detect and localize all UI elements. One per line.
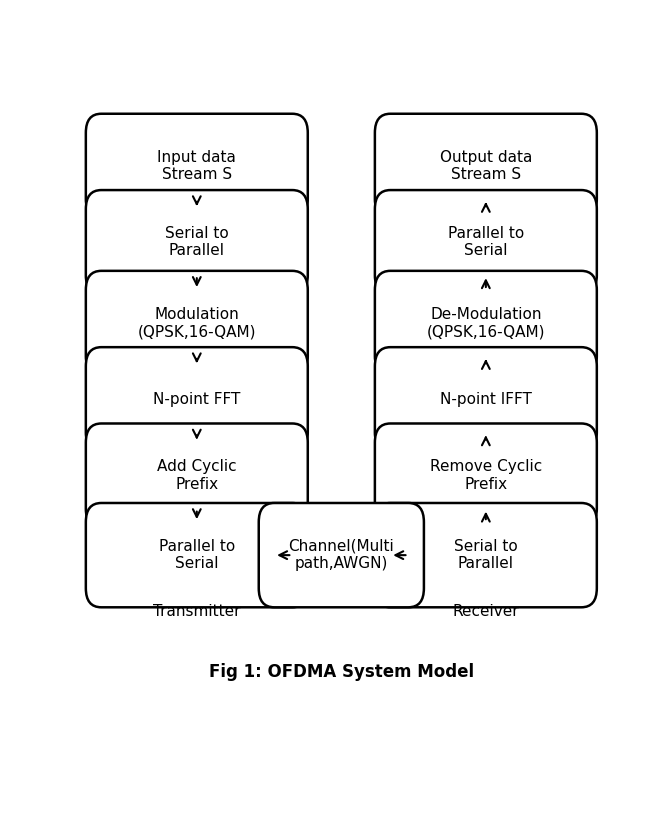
Text: Receiver: Receiver [452,604,519,619]
Text: N-point IFFT: N-point IFFT [440,392,531,407]
Text: Serial to
Parallel: Serial to Parallel [165,226,228,259]
Text: Add Cyclic
Prefix: Add Cyclic Prefix [157,459,236,491]
FancyBboxPatch shape [86,424,308,528]
Text: Transmitter: Transmitter [153,604,240,619]
Text: N-point FFT: N-point FFT [153,392,240,407]
FancyBboxPatch shape [86,347,308,452]
FancyBboxPatch shape [375,347,597,452]
FancyBboxPatch shape [375,503,597,607]
Text: Parallel to
Serial: Parallel to Serial [159,539,235,572]
Text: Remove Cyclic
Prefix: Remove Cyclic Prefix [430,459,542,491]
Text: Input data
Stream S: Input data Stream S [157,150,236,182]
Text: Fig 1: OFDMA System Model: Fig 1: OFDMA System Model [208,662,474,681]
FancyBboxPatch shape [86,114,308,218]
Text: Channel(Multi
path,AWGN): Channel(Multi path,AWGN) [288,539,394,572]
Text: Serial to
Parallel: Serial to Parallel [454,539,517,572]
FancyBboxPatch shape [258,503,424,607]
Text: De-Modulation
(QPSK,16-QAM): De-Modulation (QPSK,16-QAM) [427,306,545,339]
FancyBboxPatch shape [86,190,308,294]
FancyBboxPatch shape [375,424,597,528]
FancyBboxPatch shape [86,503,308,607]
Text: Modulation
(QPSK,16-QAM): Modulation (QPSK,16-QAM) [138,306,256,339]
FancyBboxPatch shape [375,271,597,375]
FancyBboxPatch shape [375,114,597,218]
Text: Parallel to
Serial: Parallel to Serial [448,226,524,259]
FancyBboxPatch shape [375,190,597,294]
FancyBboxPatch shape [86,271,308,375]
Text: Output data
Stream S: Output data Stream S [440,150,532,182]
